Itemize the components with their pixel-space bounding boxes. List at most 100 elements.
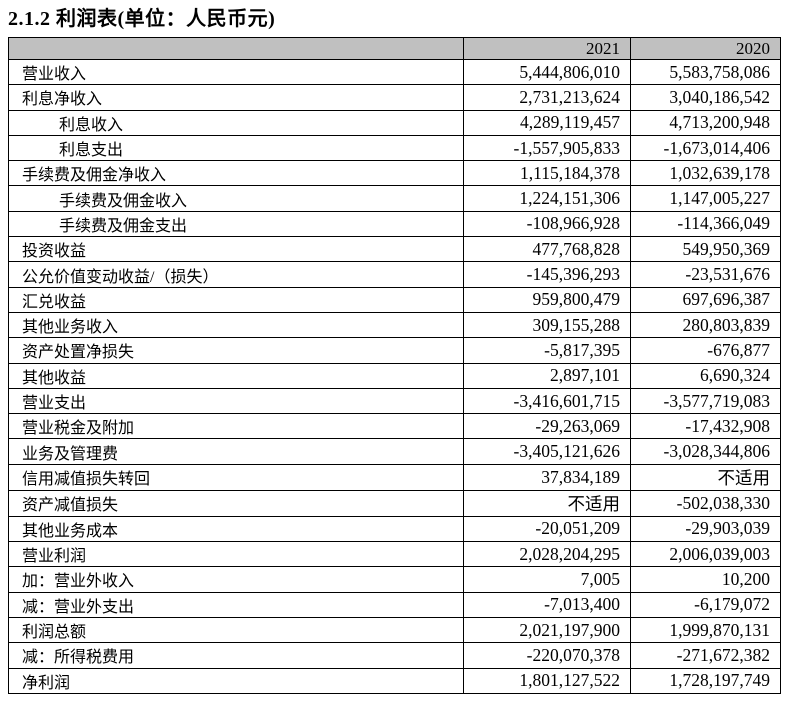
row-label: 手续费及佣金支出	[8, 210, 464, 238]
row-label: 业务及管理费	[8, 438, 464, 465]
row-label: 手续费及佣金净收入	[8, 160, 464, 187]
row-value-2020: 3,040,186,542	[630, 84, 781, 111]
table-row: 手续费及佣金支出 -108,966,928 -114,366,049	[8, 210, 781, 238]
row-value-2020: -17,432,908	[630, 413, 781, 440]
row-value-2020: 1,728,197,749	[630, 667, 781, 694]
row-value-2020: 5,583,758,086	[630, 58, 781, 86]
row-label: 营业利润	[8, 541, 464, 568]
row-value-2021: 2,028,204,295	[463, 541, 631, 568]
profit-table: 2021 2020 营业收入 5,444,806,010 5,583,758,0…	[8, 37, 781, 694]
row-label: 信用减值损失转回	[8, 463, 464, 491]
row-value-2020: -3,028,344,806	[630, 438, 781, 465]
table-row: 公允价值变动收益/（损失） -145,396,293 -23,531,676	[8, 261, 781, 288]
row-value-2021: -5,817,395	[463, 337, 631, 364]
row-value-2020: -676,877	[630, 337, 781, 364]
row-value-2021: 2,897,101	[463, 362, 631, 389]
row-value-2020: 697,696,387	[630, 286, 781, 313]
row-label: 利息收入	[8, 109, 464, 136]
row-value-2021: -108,966,928	[463, 210, 631, 238]
row-label: 手续费及佣金收入	[8, 185, 464, 212]
table-row: 资产处置净损失 -5,817,395 -676,877	[8, 337, 781, 364]
header-empty-cell	[8, 37, 464, 60]
table-row: 营业利润 2,028,204,295 2,006,039,003	[8, 541, 781, 568]
table-row: 利息支出 -1,557,905,833 -1,673,014,406	[8, 134, 781, 162]
row-label: 减：营业外支出	[8, 591, 464, 618]
row-value-2020: -3,577,719,083	[630, 387, 781, 415]
row-value-2020: 10,200	[630, 566, 781, 593]
row-label: 利润总额	[8, 616, 464, 644]
row-label: 加：营业外收入	[8, 566, 464, 593]
row-value-2020: -23,531,676	[630, 261, 781, 288]
row-value-2021: 不适用	[463, 489, 631, 517]
table-row: 业务及管理费 -3,405,121,626 -3,028,344,806	[8, 438, 781, 465]
table-row: 手续费及佣金收入 1,224,151,306 1,147,005,227	[8, 185, 781, 212]
row-value-2021: -20,051,209	[463, 515, 631, 543]
row-value-2020: -1,673,014,406	[630, 134, 781, 162]
row-value-2021: -7,013,400	[463, 591, 631, 618]
row-value-2021: 1,115,184,378	[463, 160, 631, 187]
table-row: 利息收入 4,289,119,457 4,713,200,948	[8, 109, 781, 136]
row-value-2021: 309,155,288	[463, 311, 631, 339]
table-row: 营业收入 5,444,806,010 5,583,758,086	[8, 58, 781, 86]
row-label: 利息净收入	[8, 84, 464, 111]
row-value-2020: 1,032,639,178	[630, 160, 781, 187]
row-label: 其他收益	[8, 362, 464, 389]
table-row: 减：营业外支出 -7,013,400 -6,179,072	[8, 591, 781, 618]
row-value-2021: 2,021,197,900	[463, 616, 631, 644]
row-value-2021: -220,070,378	[463, 642, 631, 669]
row-value-2021: 37,834,189	[463, 463, 631, 491]
row-label: 营业支出	[8, 387, 464, 415]
row-value-2021: -3,416,601,715	[463, 387, 631, 415]
table-row: 加：营业外收入 7,005 10,200	[8, 566, 781, 593]
table-row: 其他收益 2,897,101 6,690,324	[8, 362, 781, 389]
row-value-2020: -114,366,049	[630, 210, 781, 238]
row-value-2020: -6,179,072	[630, 591, 781, 618]
table-body: 营业收入 5,444,806,010 5,583,758,086 利息净收入 2…	[8, 58, 781, 694]
row-value-2020: 280,803,839	[630, 311, 781, 339]
table-row: 营业税金及附加 -29,263,069 -17,432,908	[8, 413, 781, 440]
row-label: 其他业务收入	[8, 311, 464, 339]
row-label: 利息支出	[8, 134, 464, 162]
row-value-2020: -271,672,382	[630, 642, 781, 669]
table-row: 利润总额 2,021,197,900 1,999,870,131	[8, 616, 781, 644]
row-label: 营业收入	[8, 58, 464, 86]
table-row: 营业支出 -3,416,601,715 -3,577,719,083	[8, 387, 781, 415]
row-value-2020: -502,038,330	[630, 489, 781, 517]
row-label: 公允价值变动收益/（损失）	[8, 261, 464, 288]
row-value-2020: 549,950,369	[630, 236, 781, 263]
row-value-2020: -29,903,039	[630, 515, 781, 543]
row-value-2021: 477,768,828	[463, 236, 631, 263]
row-value-2021: 1,801,127,522	[463, 667, 631, 694]
row-label: 营业税金及附加	[8, 413, 464, 440]
table-row: 信用减值损失转回 37,834,189 不适用	[8, 463, 781, 491]
row-value-2021: -1,557,905,833	[463, 134, 631, 162]
table-row: 其他业务收入 309,155,288 280,803,839	[8, 311, 781, 339]
table-row: 投资收益 477,768,828 549,950,369	[8, 236, 781, 263]
row-value-2020: 1,999,870,131	[630, 616, 781, 644]
page-title: 2.1.2 利润表(单位：人民币元)	[8, 8, 276, 30]
row-value-2021: 2,731,213,624	[463, 84, 631, 111]
row-value-2020: 不适用	[630, 463, 781, 491]
table-row: 手续费及佣金净收入 1,115,184,378 1,032,639,178	[8, 160, 781, 187]
row-value-2021: -3,405,121,626	[463, 438, 631, 465]
table-row: 利息净收入 2,731,213,624 3,040,186,542	[8, 84, 781, 111]
row-value-2020: 4,713,200,948	[630, 109, 781, 136]
table-row: 汇兑收益 959,800,479 697,696,387	[8, 286, 781, 313]
table-row: 净利润 1,801,127,522 1,728,197,749	[8, 667, 781, 694]
row-value-2021: 959,800,479	[463, 286, 631, 313]
row-value-2021: -145,396,293	[463, 261, 631, 288]
table-row: 资产减值损失 不适用 -502,038,330	[8, 489, 781, 517]
row-value-2020: 2,006,039,003	[630, 541, 781, 568]
table-header-row: 2021 2020	[8, 37, 781, 60]
row-value-2021: 5,444,806,010	[463, 58, 631, 86]
row-value-2021: 1,224,151,306	[463, 185, 631, 212]
row-label: 投资收益	[8, 236, 464, 263]
header-year-2021: 2021	[463, 37, 631, 60]
row-value-2021: 7,005	[463, 566, 631, 593]
row-label: 减：所得税费用	[8, 642, 464, 669]
row-value-2020: 6,690,324	[630, 362, 781, 389]
table-row: 其他业务成本 -20,051,209 -29,903,039	[8, 515, 781, 543]
row-value-2021: -29,263,069	[463, 413, 631, 440]
row-label: 汇兑收益	[8, 286, 464, 313]
